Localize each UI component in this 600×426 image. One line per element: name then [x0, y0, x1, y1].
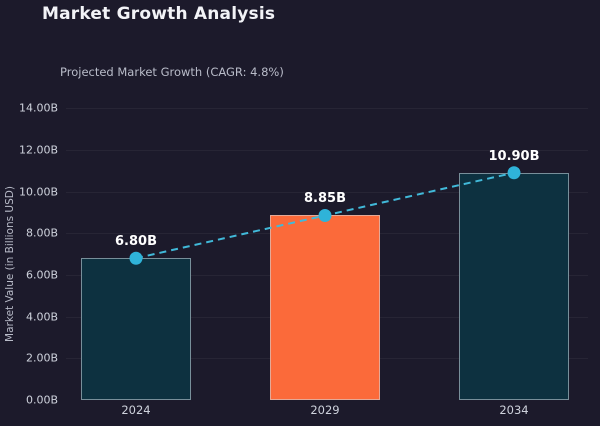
- y-tick-label: 8.00B: [25, 226, 58, 240]
- x-tick-label: 2024: [121, 403, 151, 417]
- x-tick-label: 2029: [310, 403, 340, 417]
- trend-point: [129, 251, 143, 265]
- y-tick-label: 0.00B: [25, 393, 58, 407]
- bar-2024: [81, 258, 191, 400]
- y-tick-label: 4.00B: [25, 310, 58, 324]
- grid-line: [66, 149, 588, 151]
- y-tick-label: 10.00B: [18, 185, 58, 198]
- x-tick-label: 2034: [499, 403, 529, 417]
- bar-value-label: 8.85B: [304, 191, 346, 207]
- bar-2029: [270, 215, 380, 400]
- bar-value-label: 6.80B: [115, 234, 157, 250]
- trend-point: [318, 208, 332, 222]
- bar-value-label: 10.90B: [488, 148, 540, 164]
- y-tick-label: 14.00B: [18, 101, 58, 115]
- grid-line: [66, 108, 588, 110]
- chart-subtitle: Projected Market Growth (CAGR: 4.8%): [60, 65, 284, 79]
- trend-point: [507, 166, 521, 180]
- chart-title: Market Growth Analysis: [42, 4, 276, 24]
- y-tick-label: 12.00B: [18, 143, 58, 157]
- y-tick-label: 2.00B: [25, 351, 58, 365]
- grid-line: [66, 191, 588, 193]
- y-tick-label: 6.00B: [25, 268, 58, 282]
